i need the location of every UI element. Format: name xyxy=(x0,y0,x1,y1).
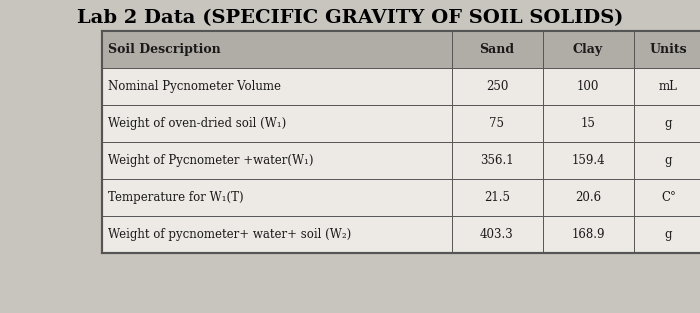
Text: 403.3: 403.3 xyxy=(480,228,514,241)
Text: 356.1: 356.1 xyxy=(480,154,514,167)
Text: mL: mL xyxy=(659,80,678,93)
Text: Temperature for W₁(T): Temperature for W₁(T) xyxy=(108,191,244,204)
Text: Nominal Pycnometer Volume: Nominal Pycnometer Volume xyxy=(108,80,281,93)
Text: Clay: Clay xyxy=(573,43,603,56)
Text: 20.6: 20.6 xyxy=(575,191,601,204)
Text: 21.5: 21.5 xyxy=(484,191,510,204)
Text: Weight of oven-dried soil (W₁): Weight of oven-dried soil (W₁) xyxy=(108,117,287,130)
Text: Soil Description: Soil Description xyxy=(108,43,221,56)
Text: Weight of pycnometer+ water+ soil (W₂): Weight of pycnometer+ water+ soil (W₂) xyxy=(108,228,351,241)
Text: g: g xyxy=(665,117,672,130)
Text: g: g xyxy=(665,154,672,167)
FancyBboxPatch shape xyxy=(102,31,700,253)
FancyBboxPatch shape xyxy=(102,31,700,68)
Text: g: g xyxy=(665,228,672,241)
Text: 100: 100 xyxy=(577,80,599,93)
Text: 75: 75 xyxy=(489,117,505,130)
Text: 168.9: 168.9 xyxy=(571,228,605,241)
Text: 15: 15 xyxy=(580,117,596,130)
Text: Weight of Pycnometer +water(W₁): Weight of Pycnometer +water(W₁) xyxy=(108,154,314,167)
Text: Units: Units xyxy=(650,43,687,56)
Text: 159.4: 159.4 xyxy=(571,154,605,167)
Text: 250: 250 xyxy=(486,80,508,93)
Text: Lab 2 Data (SPECIFIC GRAVITY OF SOIL SOLIDS): Lab 2 Data (SPECIFIC GRAVITY OF SOIL SOL… xyxy=(77,9,623,28)
Text: Sand: Sand xyxy=(480,43,514,56)
Text: C°: C° xyxy=(661,191,676,204)
